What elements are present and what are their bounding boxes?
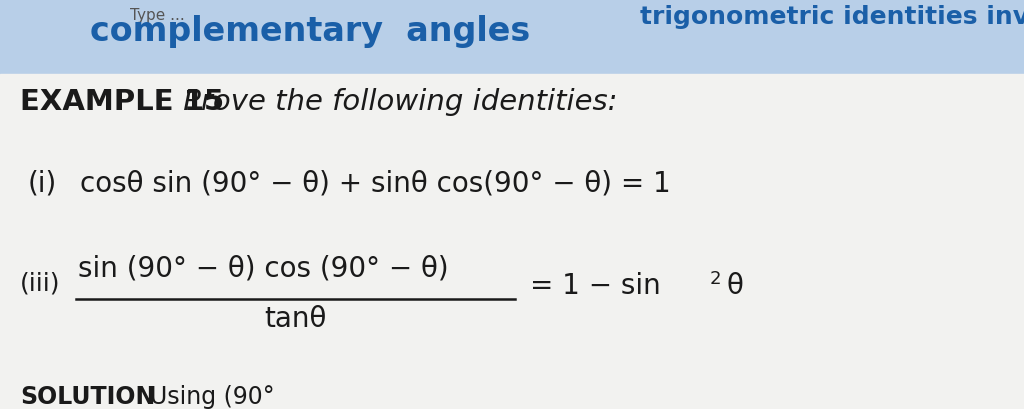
Text: sin (90° − θ) cos (90° − θ): sin (90° − θ) cos (90° − θ) [78,254,449,282]
Text: SOLUTION: SOLUTION [20,384,156,408]
Text: (iii): (iii) [20,271,60,295]
Text: θ: θ [726,271,742,299]
Text: trigonometric identities inv: trigonometric identities inv [640,5,1024,29]
Text: Using (90°: Using (90° [150,384,274,408]
Text: EXAMPLE 15: EXAMPLE 15 [20,88,224,116]
Text: = 1 − sin: = 1 − sin [530,271,660,299]
Bar [0,75,1024,409]
Text: tanθ: tanθ [264,304,327,332]
Text: Prove the following identities:: Prove the following identities: [174,88,617,116]
Text: complementary  angles: complementary angles [90,15,530,48]
Text: Type ...: Type ... [130,8,184,23]
Text: cosθ sin (90° − θ) + sinθ cos(90° − θ) = 1: cosθ sin (90° − θ) + sinθ cos(90° − θ) =… [80,170,671,198]
Bar [0,0,1024,75]
Text: (i): (i) [28,170,57,198]
Text: 2: 2 [710,270,722,287]
